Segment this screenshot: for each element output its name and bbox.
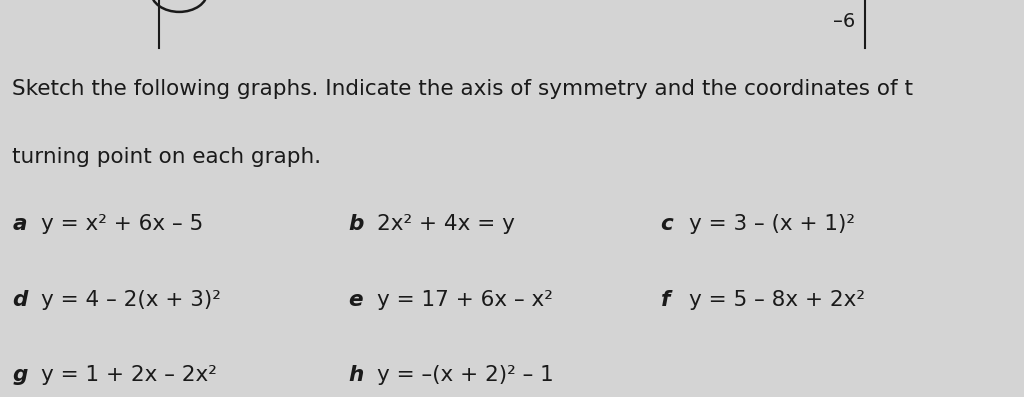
Text: b: b — [348, 214, 364, 234]
Text: d: d — [12, 290, 28, 310]
Text: c: c — [660, 214, 673, 234]
Text: turning point on each graph.: turning point on each graph. — [12, 147, 322, 167]
Text: e: e — [348, 290, 362, 310]
Text: y = 1 + 2x – 2x²: y = 1 + 2x – 2x² — [41, 365, 217, 385]
Text: Sketch the following graphs. Indicate the axis of symmetry and the coordinates o: Sketch the following graphs. Indicate th… — [12, 79, 913, 99]
Text: y = 17 + 6x – x²: y = 17 + 6x – x² — [377, 290, 553, 310]
Text: h: h — [348, 365, 364, 385]
Text: g: g — [12, 365, 28, 385]
Text: y = 3 – (x + 1)²: y = 3 – (x + 1)² — [689, 214, 855, 234]
Text: –6: –6 — [833, 12, 855, 31]
Text: f: f — [660, 290, 670, 310]
Text: 2x² + 4x = y: 2x² + 4x = y — [377, 214, 515, 234]
Text: y = 5 – 8x + 2x²: y = 5 – 8x + 2x² — [689, 290, 865, 310]
Text: a: a — [12, 214, 27, 234]
Text: y = 4 – 2(x + 3)²: y = 4 – 2(x + 3)² — [41, 290, 221, 310]
Text: y = x² + 6x – 5: y = x² + 6x – 5 — [41, 214, 203, 234]
Text: y = –(x + 2)² – 1: y = –(x + 2)² – 1 — [377, 365, 554, 385]
